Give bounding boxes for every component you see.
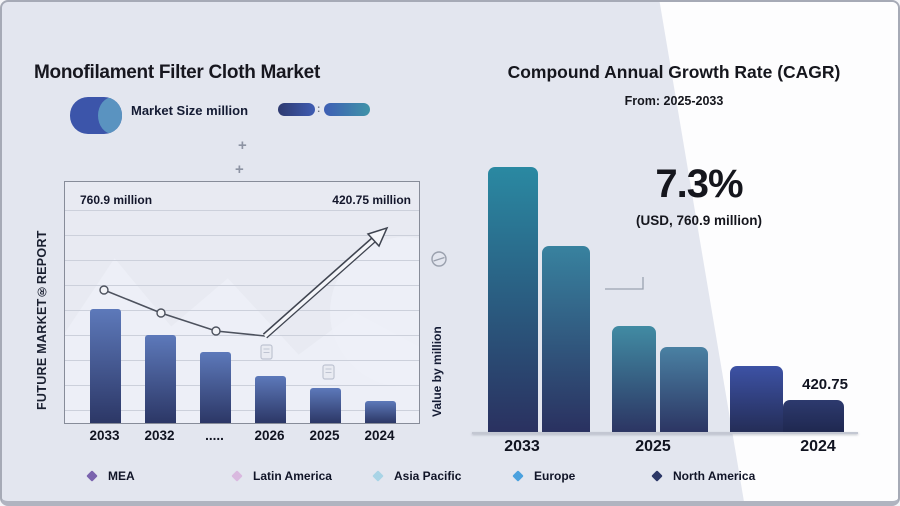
cagr-title: Compound Annual Growth Rate (CAGR): [507, 62, 841, 82]
plus-mark-icon: +: [235, 161, 244, 178]
diamond-bullet-icon: [512, 470, 524, 482]
x-axis-label: 2025: [309, 428, 340, 443]
bar: [90, 309, 121, 423]
legend-pill-dark: [278, 103, 315, 116]
cagr-note: (USD, 760.9 million): [635, 213, 763, 228]
right-endpoint-value: 420.75 million: [332, 193, 411, 207]
bar-value-callout: 420.75: [802, 376, 848, 393]
region-legend: MEA Latin America Asia Pacific Europe North …: [2, 468, 898, 488]
x-axis-label: 2026: [254, 428, 285, 443]
market-size-bar-chart: 760.9 million 420.75 million: [64, 181, 420, 424]
bar: [783, 400, 844, 432]
x-axis-label: 2032: [144, 428, 175, 443]
group-label: 2024: [800, 438, 836, 455]
step-mark-overlay: [605, 277, 644, 290]
x-axis-line: [472, 432, 858, 434]
bar: [542, 246, 590, 432]
cagr-grouped-bar-chart: 2033 2025 2024 420.75: [472, 152, 862, 455]
cagr-value: 7.3%: [655, 162, 743, 206]
bar: [200, 352, 231, 423]
legend-pill-separator: :: [317, 104, 321, 115]
cylinder-cap: [98, 97, 122, 134]
bar: [145, 335, 176, 423]
value-axis-label: Value by million: [430, 326, 444, 417]
diamond-bullet-icon: [231, 470, 243, 482]
diamond-bullet-icon: [372, 470, 384, 482]
legend-item: North America: [651, 468, 756, 484]
cagr-subtitle: From: 2025-2033: [624, 94, 724, 108]
chart-gridlines: [65, 210, 419, 413]
legend-item-label: MEA: [108, 469, 135, 483]
legend-item-label: Latin America: [253, 469, 332, 483]
bar: [365, 401, 396, 423]
legend-item-label: North America: [673, 469, 756, 483]
bar: [730, 366, 783, 432]
market-size-legend-label: Market Size million: [131, 103, 249, 118]
group-label: 2025: [635, 438, 671, 455]
step-mark: [605, 277, 644, 290]
legend-item: Europe: [512, 468, 576, 484]
plus-mark-icon: +: [238, 137, 247, 154]
legend-item: Asia Pacific: [372, 468, 462, 484]
legend-item-label: Europe: [534, 469, 576, 483]
diamond-bullet-icon: [86, 470, 98, 482]
x-axis-label: .....: [205, 428, 224, 443]
bar: [612, 326, 656, 432]
legend-item-label: Asia Pacific: [394, 469, 462, 483]
left-endpoint-value: 760.9 million: [80, 193, 153, 207]
x-axis-label: 2033: [89, 428, 120, 443]
cylinder-icon: [70, 97, 122, 134]
bar: [660, 347, 708, 432]
trend-arrow-overlay: [99, 226, 389, 380]
bar: [310, 388, 341, 423]
future-market-report-watermark: FUTURE MARKET®REPORT: [35, 230, 49, 410]
legend-pill-teal: [324, 103, 370, 116]
legend-item: MEA: [86, 468, 135, 484]
x-axis-label: 2024: [364, 428, 395, 443]
legend-item: Latin America: [231, 468, 332, 484]
circle-slash-icon: [431, 251, 447, 267]
group-label: 2033: [504, 438, 540, 455]
bar: [255, 376, 286, 423]
page-title: Monofilament Filter Cloth Market: [34, 62, 320, 83]
diamond-bullet-icon: [651, 470, 663, 482]
bar: [488, 167, 538, 432]
